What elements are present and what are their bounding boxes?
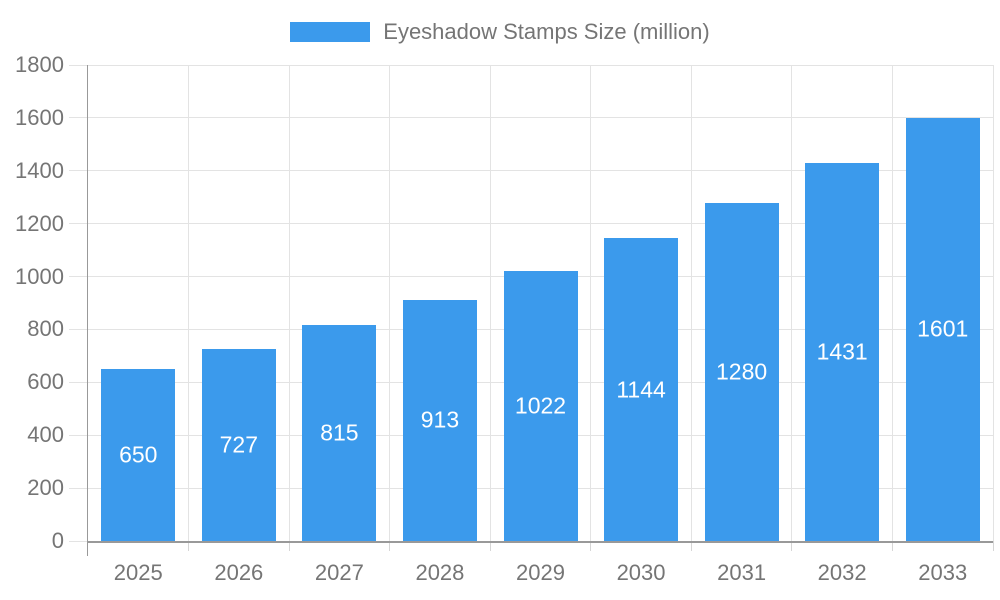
y-gridline [88, 117, 993, 119]
x-axis-line [88, 541, 993, 543]
y-axis-label: 0 [51, 528, 64, 553]
legend-label: Eyeshadow Stamps Size (million) [383, 19, 710, 44]
bar-value-label: 815 [320, 419, 359, 446]
x-gridline [389, 65, 391, 541]
bar-value-label: 1431 [816, 338, 868, 365]
x-axis-label: 2030 [616, 560, 666, 585]
y-axis-label: 1600 [15, 104, 64, 130]
x-tick-mark [288, 541, 290, 551]
x-gridline [992, 65, 994, 541]
bar-value-label: 650 [119, 441, 158, 468]
x-tick-mark [188, 541, 190, 551]
x-tick-mark [489, 541, 491, 551]
y-gridline [88, 223, 993, 225]
bar-value-label: 727 [219, 431, 259, 458]
y-tick-mark [69, 540, 88, 542]
x-axis-label: 2027 [314, 560, 364, 585]
bar-2033[interactable]: 1601 [905, 117, 980, 541]
x-gridline [690, 65, 692, 541]
bar-value-label: 1022 [514, 392, 567, 419]
y-axis-label: 600 [27, 369, 64, 395]
y-tick-mark [69, 276, 88, 278]
x-axis-label: 2028 [415, 560, 465, 585]
x-tick-mark [389, 541, 391, 551]
bar-2029[interactable]: 1022 [503, 270, 578, 541]
legend[interactable]: Eyeshadow Stamps Size (million) [0, 14, 1000, 50]
y-axis-label: 1800 [15, 52, 64, 77]
bar-value-label: 1601 [917, 315, 969, 342]
bar-value-label: 1144 [616, 376, 666, 403]
bar-2027[interactable]: 815 [302, 325, 377, 541]
y-axis-label: 800 [27, 316, 64, 342]
y-tick-mark [69, 223, 88, 225]
x-axis-label: 2026 [214, 560, 264, 585]
x-tick-mark [690, 541, 692, 551]
y-tick-mark [69, 64, 88, 66]
x-gridline [791, 65, 793, 541]
bar-2031[interactable]: 1280 [704, 202, 779, 541]
y-tick-mark [69, 487, 88, 489]
y-tick-mark [69, 170, 88, 172]
bar-value-label: 1280 [716, 358, 768, 385]
x-axis-label: 2031 [717, 560, 767, 585]
y-tick-mark [69, 328, 88, 330]
x-tick-mark [590, 541, 592, 551]
x-tick-mark [791, 541, 793, 551]
y-gridline [88, 64, 993, 66]
y-axis-label: 1200 [15, 210, 64, 236]
bar-2025[interactable]: 650 [101, 369, 176, 541]
x-gridline [590, 65, 592, 541]
y-tick-mark [69, 434, 88, 436]
x-axis-label: 2033 [918, 560, 968, 585]
x-gridline [188, 65, 190, 541]
y-tick-mark [69, 381, 88, 383]
y-axis-line [86, 65, 88, 556]
x-gridline [489, 65, 491, 541]
legend-swatch-icon [290, 22, 371, 42]
x-axis-label: 2029 [516, 560, 565, 585]
y-axis-label: 1400 [15, 157, 64, 183]
x-axis-label: 2025 [113, 560, 163, 585]
y-gridline [88, 170, 993, 172]
y-axis-label: 1000 [15, 263, 64, 289]
x-gridline [891, 65, 893, 541]
x-gridline [288, 65, 290, 541]
bar-value-label: 913 [420, 406, 460, 433]
y-tick-mark [69, 117, 88, 119]
x-axis-label: 2032 [817, 560, 867, 585]
x-tick-mark [992, 541, 994, 551]
y-axis-label: 400 [27, 422, 64, 448]
x-tick-mark [891, 541, 893, 551]
bar-2030[interactable]: 1144 [604, 238, 679, 541]
bar-2028[interactable]: 913 [402, 299, 477, 541]
bar-2026[interactable]: 727 [201, 348, 276, 541]
bar-2032[interactable]: 1431 [805, 162, 880, 541]
y-axis-label: 200 [27, 475, 64, 501]
